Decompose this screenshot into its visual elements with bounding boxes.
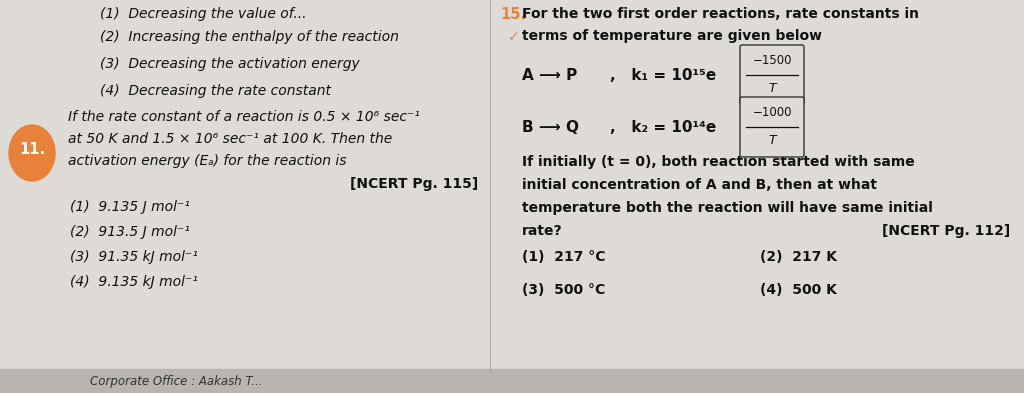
Text: rate?: rate?	[522, 224, 562, 238]
Text: Corporate Office : Aakash T...: Corporate Office : Aakash T...	[90, 375, 262, 387]
Bar	[0, 369, 1024, 393]
Text: (3)  Decreasing the activation energy: (3) Decreasing the activation energy	[100, 57, 359, 71]
Text: If the rate constant of a reaction is 0.5 × 10⁶ sec⁻¹: If the rate constant of a reaction is 0.…	[68, 110, 420, 124]
Text: ,   k₂ = 10¹⁴e: , k₂ = 10¹⁴e	[610, 119, 716, 134]
Text: (3)  91.35 kJ mol⁻¹: (3) 91.35 kJ mol⁻¹	[70, 250, 198, 264]
Text: For the two first order reactions, rate constants in: For the two first order reactions, rate …	[522, 7, 919, 21]
Text: ,   k₁ = 10¹⁵e: , k₁ = 10¹⁵e	[610, 68, 716, 83]
Text: (1)  9.135 J mol⁻¹: (1) 9.135 J mol⁻¹	[70, 200, 190, 214]
Text: −1500: −1500	[753, 55, 792, 68]
Ellipse shape	[9, 125, 55, 181]
Text: terms of temperature are given below: terms of temperature are given below	[522, 29, 822, 43]
Text: 15.: 15.	[500, 7, 526, 22]
Text: ✓: ✓	[38, 164, 50, 178]
FancyBboxPatch shape	[740, 97, 804, 157]
Text: (2)  913.5 J mol⁻¹: (2) 913.5 J mol⁻¹	[70, 225, 190, 239]
Text: −1000: −1000	[753, 107, 792, 119]
Text: ✓: ✓	[508, 30, 520, 44]
Text: (3)  500 °C: (3) 500 °C	[522, 283, 605, 297]
Text: If initially (t = 0), both reaction started with same: If initially (t = 0), both reaction star…	[522, 155, 914, 169]
Text: initial concentration of A and B, then at what: initial concentration of A and B, then a…	[522, 178, 877, 192]
Text: [NCERT Pg. 112]: [NCERT Pg. 112]	[882, 224, 1010, 238]
Text: B ⟶ Q: B ⟶ Q	[522, 119, 579, 134]
Text: 11.: 11.	[18, 141, 45, 156]
FancyBboxPatch shape	[740, 45, 804, 105]
Text: T: T	[768, 83, 776, 95]
Text: T: T	[768, 134, 776, 147]
Text: (2)  217 K: (2) 217 K	[760, 250, 837, 264]
Text: at 50 K and 1.5 × 10⁶ sec⁻¹ at 100 K. Then the: at 50 K and 1.5 × 10⁶ sec⁻¹ at 100 K. Th…	[68, 132, 392, 146]
Text: (1)  Decreasing the value of...: (1) Decreasing the value of...	[100, 7, 306, 21]
Text: A ⟶ P: A ⟶ P	[522, 68, 578, 83]
Text: [NCERT Pg. 115]: [NCERT Pg. 115]	[350, 177, 478, 191]
Text: (1)  217 °C: (1) 217 °C	[522, 250, 605, 264]
Text: (4)  9.135 kJ mol⁻¹: (4) 9.135 kJ mol⁻¹	[70, 275, 198, 289]
Text: activation energy (Eₐ) for the reaction is: activation energy (Eₐ) for the reaction …	[68, 154, 346, 168]
Text: (4)  Decreasing the rate constant: (4) Decreasing the rate constant	[100, 84, 331, 98]
Text: (2)  Increasing the enthalpy of the reaction: (2) Increasing the enthalpy of the react…	[100, 30, 399, 44]
Text: (4)  500 K: (4) 500 K	[760, 283, 837, 297]
Text: temperature both the reaction will have same initial: temperature both the reaction will have …	[522, 201, 933, 215]
